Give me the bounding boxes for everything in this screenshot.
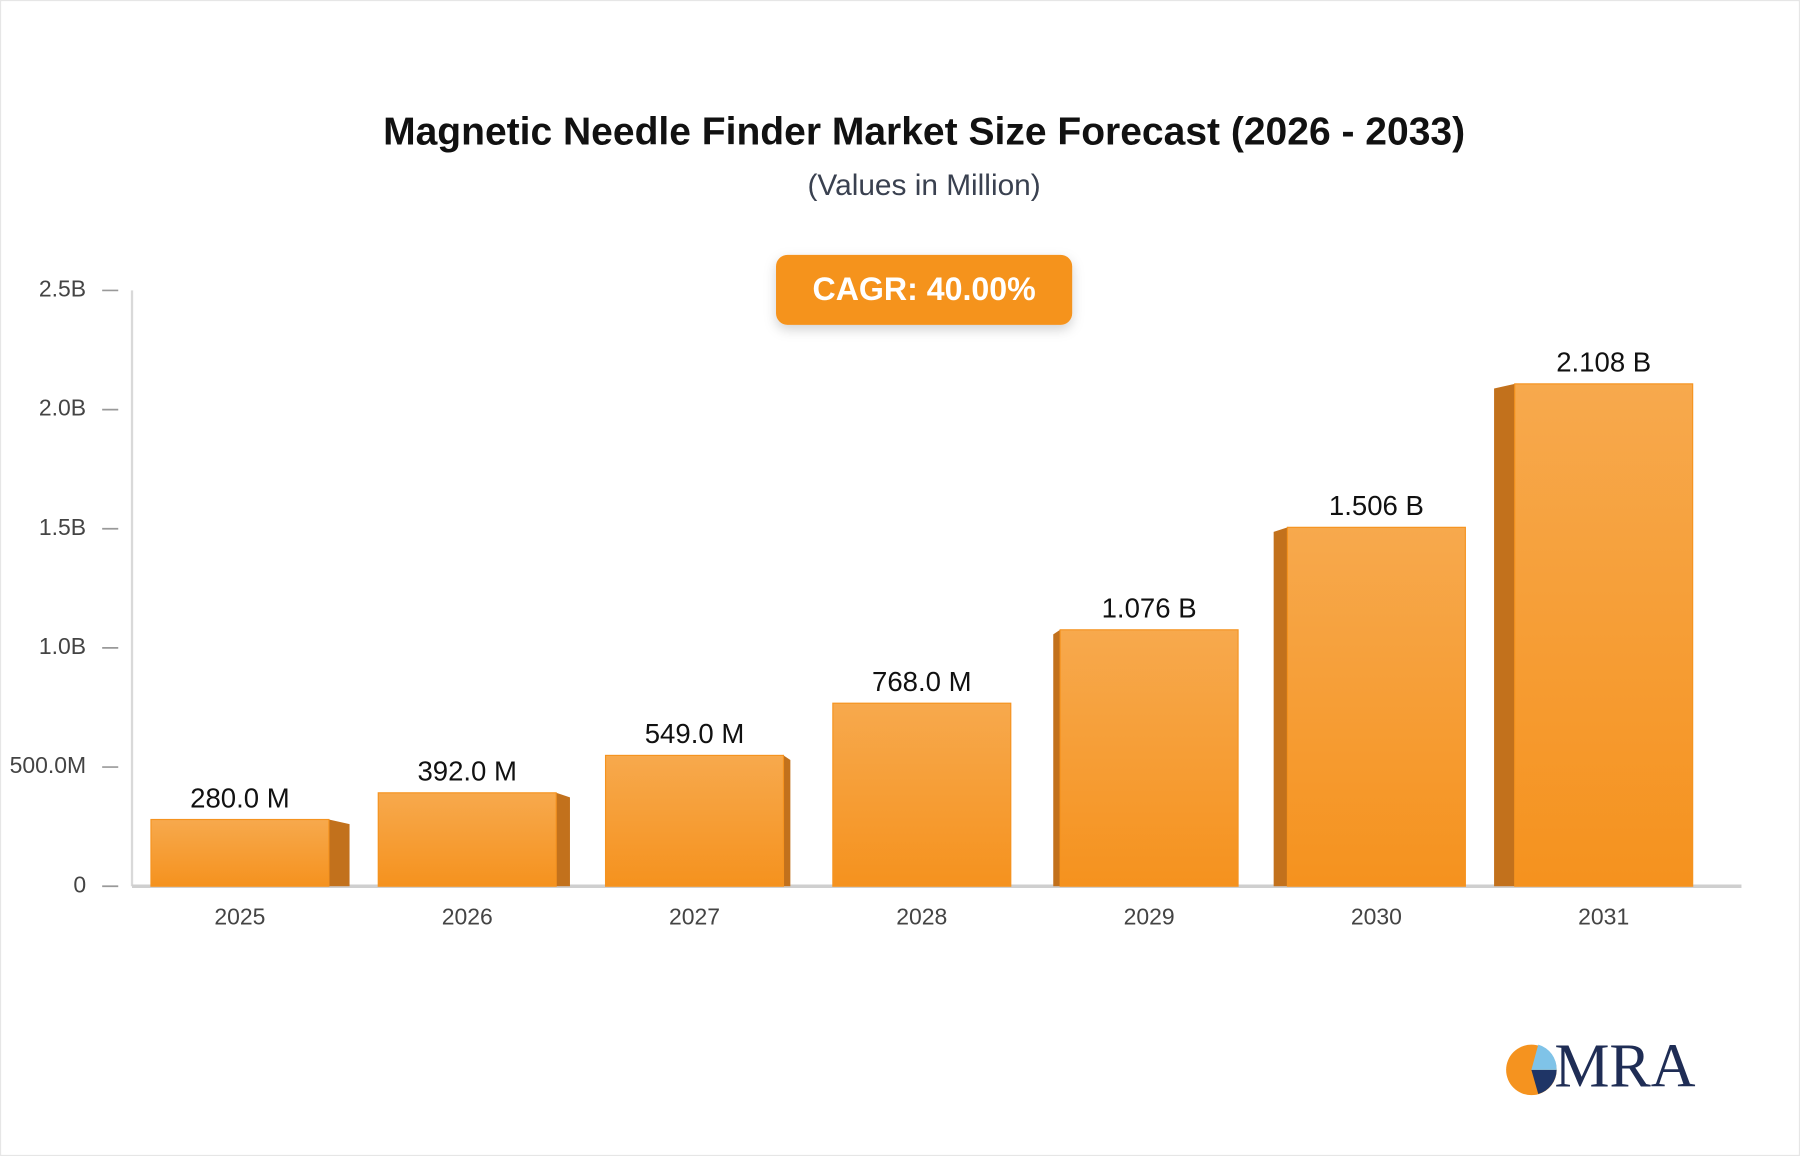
- bar-side: [1273, 527, 1288, 887]
- y-tick-label: 2.5B: [39, 275, 86, 301]
- x-tick-label: 2028: [896, 903, 947, 929]
- y-tick-label: 500.0M: [10, 752, 87, 778]
- bar-side: [783, 755, 791, 887]
- logo-slice: [1531, 1044, 1557, 1070]
- bar-side: [556, 792, 570, 887]
- bar: [1059, 629, 1239, 887]
- value-label: 549.0 M: [645, 718, 745, 749]
- value-label: 2.108 B: [1556, 347, 1651, 378]
- logo: MRA: [1506, 1032, 1696, 1100]
- value-label: 1.506 B: [1329, 490, 1424, 521]
- bar-side: [328, 819, 350, 887]
- bar: [832, 702, 1012, 887]
- bar: [1286, 526, 1466, 887]
- logo-slice: [1531, 1069, 1557, 1095]
- value-label: 1.076 B: [1102, 593, 1197, 624]
- bar: [604, 754, 785, 887]
- chart-subtitle: (Values in Million): [808, 169, 1041, 202]
- x-tick-label: 2025: [214, 903, 265, 929]
- value-label: 280.0 M: [190, 782, 290, 813]
- bar: [150, 818, 330, 887]
- y-tick-label: 0: [73, 871, 86, 897]
- x-tick-label: 2026: [442, 903, 493, 929]
- bar-side: [1494, 383, 1515, 887]
- y-tick-label: 1.0B: [39, 633, 86, 659]
- bar: [377, 792, 557, 887]
- logo-text: MRA: [1554, 1032, 1695, 1100]
- x-tick-label: 2027: [669, 903, 720, 929]
- cagr-badge: [776, 254, 1073, 325]
- bar: [1514, 383, 1694, 887]
- value-label: 392.0 M: [417, 756, 517, 787]
- x-tick-label: 2029: [1124, 903, 1175, 929]
- bar-side: [1053, 629, 1061, 887]
- y-tick-label: 2.0B: [39, 395, 86, 421]
- x-tick-label: 2031: [1578, 903, 1629, 929]
- value-label: 768.0 M: [872, 666, 972, 697]
- y-tick-label: 1.5B: [39, 514, 86, 540]
- x-tick-label: 2030: [1351, 903, 1402, 929]
- chart-title: Magnetic Needle Finder Market Size Forec…: [383, 111, 1465, 154]
- cagr-label: CAGR: 40.00%: [813, 271, 1036, 307]
